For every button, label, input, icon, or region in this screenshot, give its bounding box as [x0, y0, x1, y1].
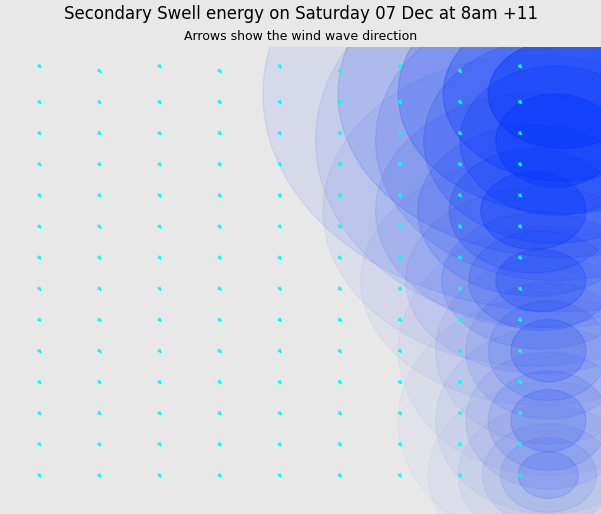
Ellipse shape [406, 187, 601, 374]
Ellipse shape [316, 0, 601, 327]
Ellipse shape [518, 452, 578, 499]
Ellipse shape [466, 352, 601, 489]
Text: Secondary Swell energy on Saturday 07 Dec at 8am +11: Secondary Swell energy on Saturday 07 De… [64, 5, 537, 23]
Ellipse shape [338, 0, 601, 258]
Ellipse shape [450, 149, 601, 273]
Ellipse shape [488, 40, 601, 149]
Ellipse shape [460, 66, 601, 215]
Ellipse shape [424, 38, 601, 243]
Ellipse shape [418, 125, 601, 296]
Ellipse shape [398, 0, 601, 214]
Ellipse shape [443, 7, 601, 181]
Ellipse shape [511, 390, 586, 452]
Ellipse shape [500, 438, 596, 512]
Ellipse shape [482, 424, 601, 514]
Ellipse shape [376, 1, 601, 281]
Ellipse shape [442, 212, 601, 349]
Ellipse shape [376, 94, 601, 327]
Ellipse shape [263, 0, 601, 312]
Ellipse shape [496, 249, 586, 312]
Ellipse shape [323, 55, 601, 366]
Text: Arrows show the wind wave direction: Arrows show the wind wave direction [184, 30, 417, 43]
Ellipse shape [496, 94, 601, 187]
Ellipse shape [488, 371, 601, 470]
Ellipse shape [481, 172, 586, 249]
Ellipse shape [488, 301, 601, 400]
Ellipse shape [469, 231, 601, 331]
Ellipse shape [466, 282, 601, 419]
Ellipse shape [511, 320, 586, 382]
